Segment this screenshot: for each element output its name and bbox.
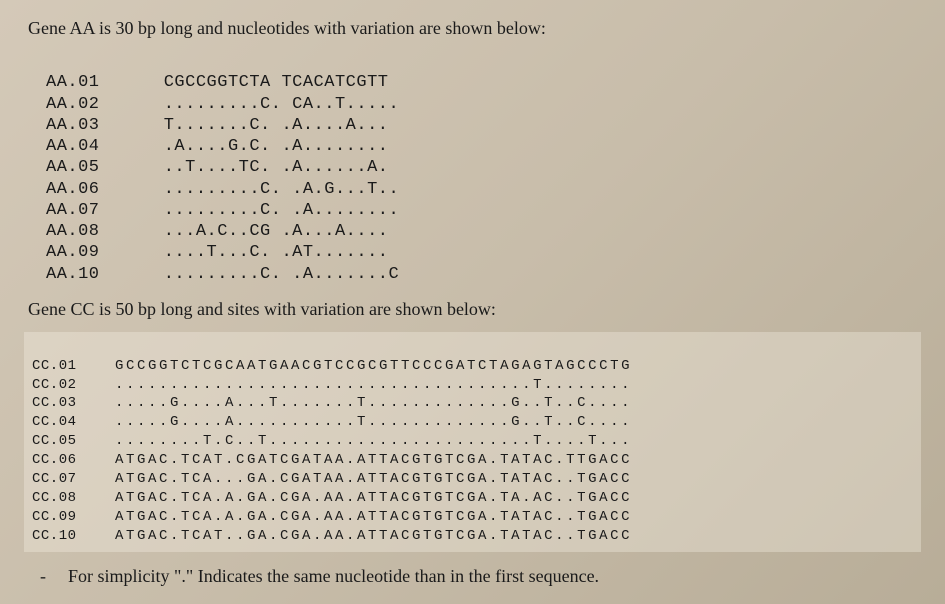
seq-row: AA.04 .A....G.C. .A........: [46, 137, 388, 156]
seq-row: CC.09 ATGAC.TCA.A.GA.CGA.AA.ATTACGTGTCGA…: [32, 509, 632, 525]
gene-aa-intro: Gene AA is 30 bp long and nucleotides wi…: [28, 18, 917, 39]
seq-row: AA.08 ...A.C..CG .A...A....: [46, 222, 388, 241]
seq-row: AA.10 .........C. .A.......C: [46, 265, 399, 284]
seq-row: CC.04 .....G....A...........T...........…: [32, 414, 632, 430]
seq-row: AA.07 .........C. .A........: [46, 201, 399, 220]
seq-row: CC.03 .....G....A...T.......T...........…: [32, 395, 632, 411]
gene-aa-sequences: AA.01 CGCCGGTCTA TCACATCGTT AA.02 ......…: [46, 51, 917, 285]
seq-row: CC.10 ATGAC.TCAT..GA.CGA.AA.ATTACGTGTCGA…: [32, 528, 632, 544]
dash-icon: -: [40, 566, 46, 587]
seq-row: CC.02 ..................................…: [32, 377, 632, 393]
footnote-text: For simplicity "." Indicates the same nu…: [68, 566, 599, 586]
seq-row: AA.02 .........C. CA..T.....: [46, 95, 399, 114]
seq-row: AA.05 ..T....TC. .A......A.: [46, 158, 388, 177]
seq-row: AA.09 ....T...C. .AT.......: [46, 243, 388, 262]
seq-row: AA.06 .........C. .A.G...T..: [46, 180, 399, 199]
seq-row: CC.06 ATGAC.TCAT.CGATCGATAA.ATTACGTGTCGA…: [32, 452, 632, 468]
gene-cc-block: CC.01 GCCGGTCTCGCAATGAACGTCCGCGTTCCCGATC…: [24, 332, 921, 552]
seq-row: CC.07 ATGAC.TCA...GA.CGATAA.ATTACGTGTCGA…: [32, 471, 632, 487]
gene-cc-sequences: CC.01 GCCGGTCTCGCAATGAACGTCCGCGTTCCCGATC…: [32, 338, 913, 546]
footnote: - For simplicity "." Indicates the same …: [68, 566, 917, 587]
seq-row: CC.05 ........T.C..T....................…: [32, 433, 632, 449]
seq-row: CC.08 ATGAC.TCA.A.GA.CGA.AA.ATTACGTGTCGA…: [32, 490, 632, 506]
seq-row: AA.03 T.......C. .A....A...: [46, 116, 388, 135]
seq-row: AA.01 CGCCGGTCTA TCACATCGTT: [46, 73, 388, 92]
seq-row: CC.01 GCCGGTCTCGCAATGAACGTCCGCGTTCCCGATC…: [32, 358, 632, 374]
gene-cc-intro: Gene CC is 50 bp long and sites with var…: [28, 299, 917, 320]
page-root: Gene AA is 30 bp long and nucleotides wi…: [0, 0, 945, 597]
